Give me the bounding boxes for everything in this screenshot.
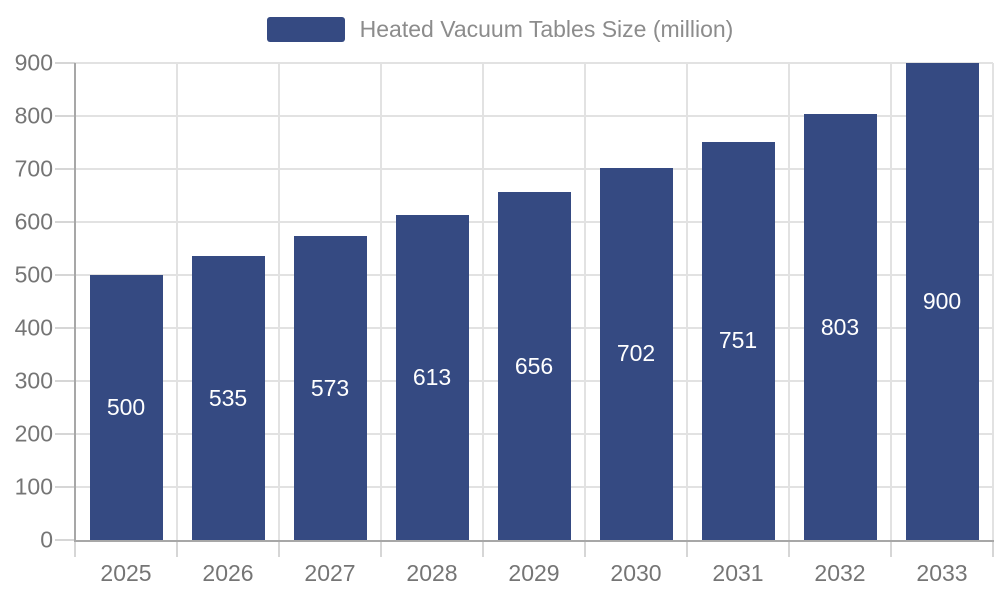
- y-axis-tick: [55, 221, 75, 223]
- x-axis-category-label: 2031: [712, 560, 764, 586]
- x-axis-tick: [176, 540, 178, 557]
- y-axis-tick: [55, 168, 75, 170]
- bar-value-label: 573: [310, 374, 350, 401]
- x-axis-category-label: 2026: [202, 560, 254, 586]
- bar-value-label: 803: [820, 313, 860, 340]
- y-axis-tick-label: 200: [14, 420, 53, 447]
- gridline-horizontal: [75, 115, 993, 117]
- x-axis-category-label: 2025: [100, 560, 152, 586]
- bar-2031[interactable]: 751: [701, 141, 775, 540]
- gridline-vertical: [584, 63, 586, 540]
- legend-swatch: [266, 17, 345, 42]
- gridline-vertical: [482, 63, 484, 540]
- y-axis-tick: [55, 327, 75, 329]
- bar-value-label: 900: [922, 288, 962, 314]
- y-axis-tick-label: 400: [14, 314, 53, 341]
- gridline-vertical: [686, 63, 688, 540]
- bar-value-label: 613: [412, 364, 452, 391]
- bar-value-label: 535: [208, 384, 248, 411]
- y-axis-tick: [55, 539, 75, 541]
- bar-value-label: 656: [514, 352, 554, 379]
- bar-2027[interactable]: 573: [293, 236, 367, 540]
- gridline-vertical: [788, 63, 790, 540]
- x-axis-line: [74, 540, 994, 542]
- gridline-vertical: [890, 63, 892, 540]
- gridline-vertical: [380, 63, 382, 540]
- plot-area: 0 100 200 300 400 500 600 700 800 900 500 535 573 613…: [15, 50, 994, 586]
- bar-value-label: 500: [106, 394, 146, 420]
- y-axis-tick-label: 100: [14, 473, 53, 500]
- bar-2025[interactable]: 500: [89, 275, 163, 540]
- x-axis-tick: [380, 540, 382, 557]
- x-axis-category-label: 2033: [916, 560, 968, 586]
- x-axis-category-label: 2030: [610, 560, 662, 586]
- legend-label: Heated Vacuum Tables Size (million): [359, 16, 734, 42]
- gridline-vertical: [176, 63, 178, 540]
- y-axis-tick-label: 700: [14, 155, 53, 182]
- y-axis-tick-label: 300: [14, 367, 53, 394]
- x-axis-tick: [584, 540, 586, 557]
- y-axis-tick: [55, 115, 75, 117]
- x-axis-tick: [686, 540, 688, 557]
- y-axis-tick-label: 900: [14, 49, 53, 76]
- bar-2028[interactable]: 613: [395, 215, 469, 540]
- bar-2030[interactable]: 702: [599, 167, 673, 540]
- gridline-vertical: [992, 63, 994, 540]
- y-axis-tick-label: 600: [14, 208, 53, 235]
- bar-2026[interactable]: 535: [191, 256, 265, 540]
- y-axis-tick: [55, 486, 75, 488]
- y-axis-tick: [55, 274, 75, 276]
- y-axis-tick: [55, 433, 75, 435]
- bar-2033[interactable]: 900: [905, 63, 979, 540]
- bar-value-label: 702: [616, 340, 656, 367]
- y-axis-tick-label: 800: [14, 102, 53, 129]
- gridline-horizontal: [75, 62, 993, 64]
- gridline-horizontal: [75, 168, 993, 170]
- x-axis-category-label: 2032: [814, 560, 866, 586]
- legend-item[interactable]: Heated Vacuum Tables Size (million): [0, 17, 1000, 42]
- y-axis-tick: [55, 62, 75, 64]
- y-axis-tick: [55, 380, 75, 382]
- x-axis-tick: [788, 540, 790, 557]
- bar-value-label: 751: [718, 327, 758, 354]
- x-axis-category-label: 2028: [406, 560, 458, 586]
- x-axis-tick: [74, 540, 76, 557]
- y-axis-line: [74, 63, 76, 540]
- bar-2032[interactable]: 803: [803, 114, 877, 540]
- y-axis-tick-label: 0: [40, 526, 53, 553]
- x-axis-tick: [278, 540, 280, 557]
- gridline-vertical: [278, 63, 280, 540]
- x-axis-tick: [890, 540, 892, 557]
- y-axis-tick-label: 500: [14, 261, 53, 288]
- x-axis-category-label: 2029: [508, 560, 560, 586]
- bar-2029[interactable]: 656: [497, 192, 571, 540]
- x-axis-tick: [482, 540, 484, 557]
- x-axis-category-label: 2027: [304, 560, 356, 586]
- x-axis-tick: [992, 540, 994, 557]
